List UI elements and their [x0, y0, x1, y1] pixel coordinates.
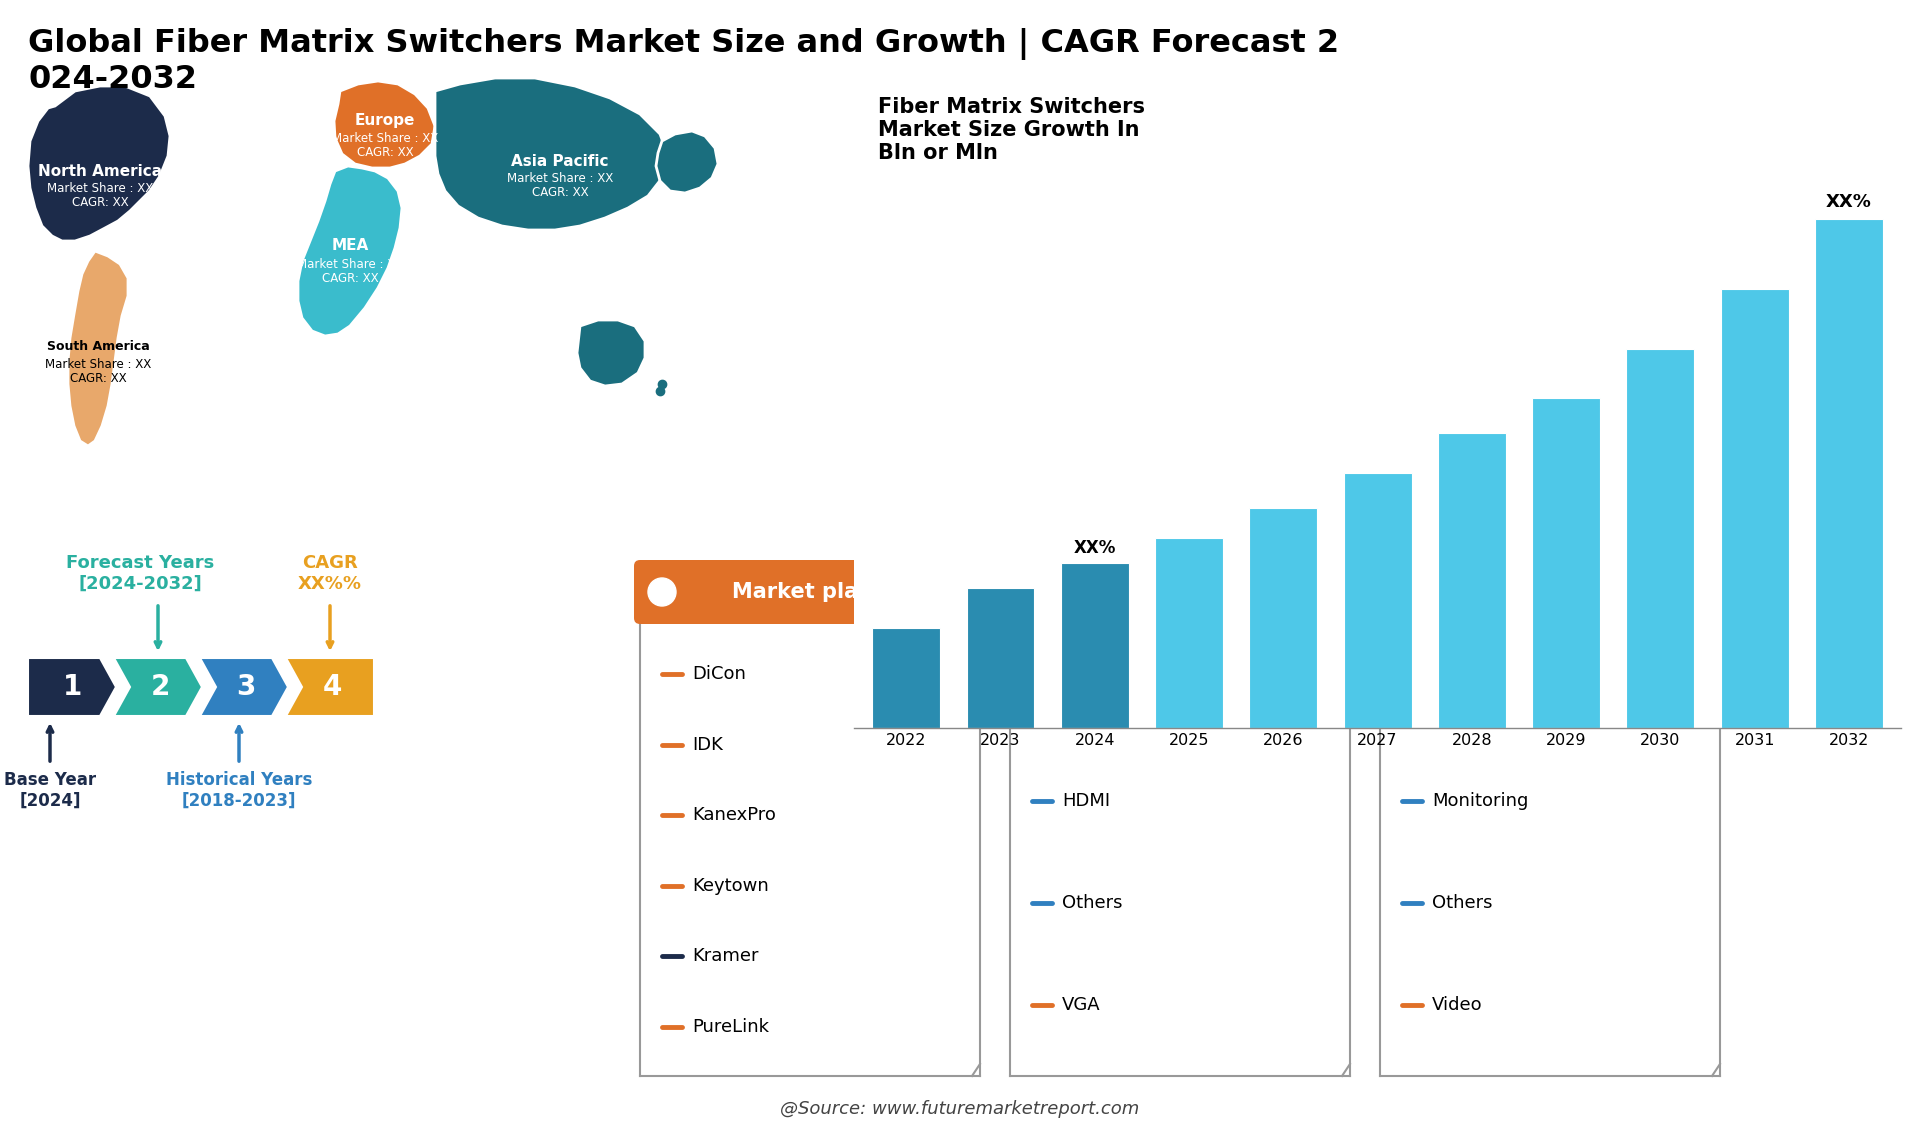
Bar	[1344, 473, 1411, 728]
Polygon shape	[657, 131, 718, 193]
Text: @Source: www.futuremarketreport.com: @Source: www.futuremarketreport.com	[780, 1100, 1140, 1118]
Text: IDK: IDK	[691, 736, 722, 754]
Bar	[1814, 219, 1884, 728]
Polygon shape	[334, 81, 436, 168]
Text: Monitoring: Monitoring	[1432, 792, 1528, 810]
Text: 1: 1	[61, 673, 83, 701]
Text: PureLink: PureLink	[691, 1018, 770, 1036]
Bar	[1062, 563, 1129, 728]
Text: South America: South America	[46, 339, 150, 353]
Text: Historical Years
[2018-2023]: Historical Years [2018-2023]	[165, 771, 313, 810]
Text: Others: Others	[1062, 894, 1123, 912]
Text: 024-2032: 024-2032	[29, 64, 198, 95]
Polygon shape	[578, 320, 645, 386]
Text: CAGR: XX: CAGR: XX	[323, 272, 378, 284]
Text: North America: North America	[38, 164, 161, 179]
Text: KanexPro: KanexPro	[691, 807, 776, 824]
Text: Market players: Market players	[732, 582, 908, 602]
Bar	[1532, 399, 1599, 728]
Text: Keytown: Keytown	[691, 877, 768, 895]
Text: VGA: VGA	[1062, 996, 1100, 1014]
Text: CAGR: XX: CAGR: XX	[69, 371, 127, 385]
Text: Broadcasting: Broadcasting	[1432, 690, 1549, 708]
Bar	[966, 588, 1035, 728]
Bar	[1626, 348, 1693, 728]
FancyBboxPatch shape	[1004, 560, 1356, 625]
Text: Base Year
[2024]: Base Year [2024]	[4, 771, 96, 810]
Text: Market Share : XX: Market Share : XX	[507, 173, 612, 186]
Bar	[872, 628, 941, 728]
Bar	[1250, 508, 1317, 728]
Text: 2: 2	[150, 673, 169, 701]
Polygon shape	[286, 658, 374, 716]
Polygon shape	[298, 166, 401, 336]
Bar	[1156, 539, 1223, 728]
Text: Asia Pacific: Asia Pacific	[511, 154, 609, 168]
Polygon shape	[200, 658, 288, 716]
Text: Others: Others	[1432, 894, 1492, 912]
Circle shape	[649, 578, 676, 606]
Text: Fiber Matrix Switchers
Market Size Growth In
Bln or Mln: Fiber Matrix Switchers Market Size Growt…	[877, 96, 1144, 163]
Polygon shape	[436, 78, 668, 230]
Polygon shape	[29, 86, 171, 241]
Text: Market Share : XX: Market Share : XX	[332, 133, 438, 146]
Text: Market Share : XX: Market Share : XX	[46, 182, 154, 196]
Text: Market Share : XX: Market Share : XX	[298, 258, 403, 270]
Text: By application: By application	[1476, 582, 1644, 602]
Text: Europe: Europe	[355, 113, 415, 128]
FancyBboxPatch shape	[634, 560, 987, 625]
Text: CAGR: XX: CAGR: XX	[532, 187, 588, 199]
Text: 4: 4	[323, 673, 342, 701]
Bar	[1720, 289, 1789, 728]
Circle shape	[1018, 578, 1046, 606]
FancyBboxPatch shape	[1375, 560, 1726, 625]
Text: Video: Video	[1432, 996, 1482, 1014]
Text: CAGR
XX%%: CAGR XX%%	[298, 555, 363, 592]
Text: CAGR: XX: CAGR: XX	[71, 196, 129, 210]
Text: Global Fiber Matrix Switchers Market Size and Growth | CAGR Forecast 2: Global Fiber Matrix Switchers Market Siz…	[29, 28, 1338, 60]
Text: HDMI: HDMI	[1062, 792, 1110, 810]
Text: MEA: MEA	[332, 238, 369, 253]
Text: 3: 3	[236, 673, 255, 701]
Polygon shape	[29, 658, 115, 716]
Polygon shape	[67, 251, 129, 446]
Text: By type: By type	[1144, 582, 1235, 602]
Text: Market Share : XX: Market Share : XX	[44, 358, 152, 370]
Bar	[1438, 433, 1505, 728]
Circle shape	[1388, 578, 1417, 606]
Text: Kramer: Kramer	[691, 948, 758, 965]
Text: DVI: DVI	[1062, 690, 1092, 708]
Text: CAGR: XX: CAGR: XX	[357, 147, 413, 159]
Text: DiCon: DiCon	[691, 666, 745, 683]
Text: XX%: XX%	[1073, 539, 1116, 557]
Text: XX%: XX%	[1826, 193, 1872, 211]
Text: Forecast Years
[2024-2032]: Forecast Years [2024-2032]	[65, 555, 215, 592]
Polygon shape	[113, 658, 202, 716]
